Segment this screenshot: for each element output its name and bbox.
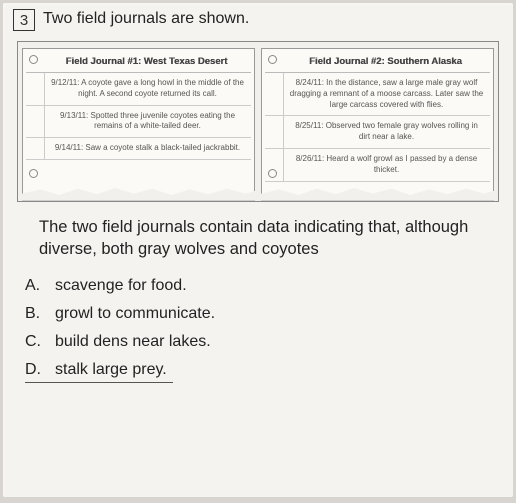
option-a[interactable]: A. scavenge for food.	[25, 272, 503, 300]
answer-options: A. scavenge for food. B. growl to commun…	[25, 272, 503, 383]
question-header: 3 Two field journals are shown.	[13, 9, 503, 31]
journal-2-entry: 8/25/11: Observed two female gray wolves…	[265, 116, 490, 149]
journal-2: Field Journal #2: Southern Alaska 8/24/1…	[261, 48, 494, 201]
option-d[interactable]: D. stalk large prey.	[25, 356, 173, 383]
question-number: 3	[20, 12, 28, 29]
option-letter: D.	[25, 361, 43, 379]
question-prompt: Two field journals are shown.	[43, 9, 249, 28]
journal-1: Field Journal #1: West Texas Desert 9/12…	[22, 48, 255, 201]
journal-2-entry: 8/26/11: Heard a wolf growl as I passed …	[265, 149, 490, 182]
journal-1-title: Field Journal #1: West Texas Desert	[26, 52, 251, 73]
option-text: growl to communicate.	[55, 305, 215, 323]
punch-hole-icon	[29, 169, 38, 178]
option-text: build dens near lakes.	[55, 333, 211, 351]
option-letter: B.	[25, 305, 43, 323]
question-page: 3 Two field journals are shown. Field Jo…	[3, 3, 513, 497]
punch-hole-icon	[29, 55, 38, 64]
option-text: stalk large prey.	[55, 361, 167, 379]
journal-1-entry: 9/13/11: Spotted three juvenile coyotes …	[26, 106, 251, 139]
journal-1-entry: 9/14/11: Saw a coyote stalk a black-tail…	[26, 138, 251, 160]
option-letter: C.	[25, 333, 43, 351]
option-text: scavenge for food.	[55, 277, 187, 295]
journals-container: Field Journal #1: West Texas Desert 9/12…	[17, 41, 499, 202]
option-b[interactable]: B. growl to communicate.	[25, 300, 503, 328]
punch-hole-icon	[268, 55, 277, 64]
option-c[interactable]: C. build dens near lakes.	[25, 328, 503, 356]
question-number-box: 3	[13, 9, 35, 31]
journal-2-entry: 8/24/11: In the distance, saw a large ma…	[265, 73, 490, 116]
option-letter: A.	[25, 277, 43, 295]
conclusion-text: The two field journals contain data indi…	[39, 216, 495, 261]
journal-1-entry: 9/12/11: A coyote gave a long howl in th…	[26, 73, 251, 106]
journal-2-title: Field Journal #2: Southern Alaska	[265, 52, 490, 73]
